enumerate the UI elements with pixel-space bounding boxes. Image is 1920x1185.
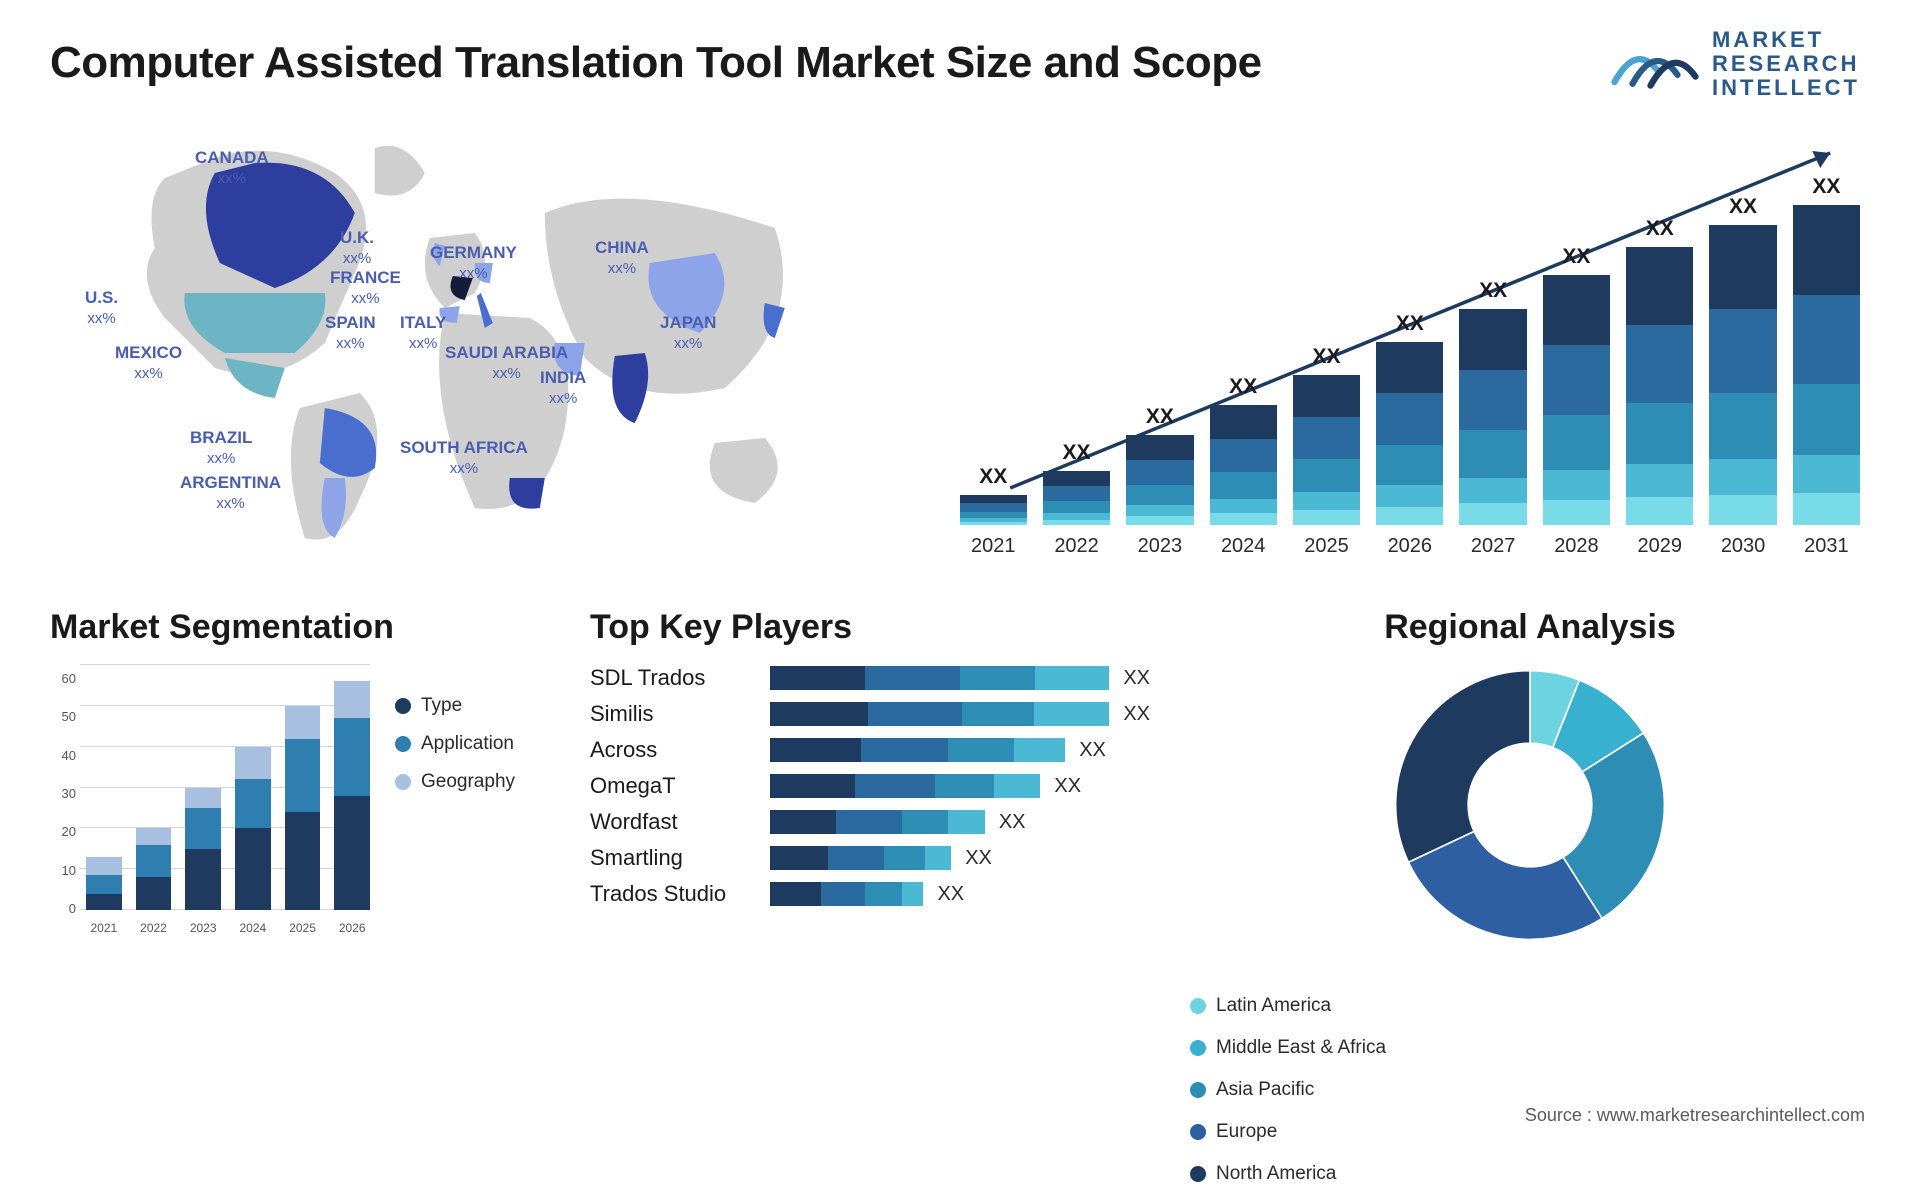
player-name: Wordfast xyxy=(590,809,750,835)
regional-panel: Regional Analysis Latin America Middle Ea… xyxy=(1190,608,1870,1185)
map-label-china: CHINAxx% xyxy=(595,238,649,279)
player-name: SDL Trados xyxy=(590,665,750,691)
player-value: XX xyxy=(999,811,1026,834)
growth-bar-year: 2021 xyxy=(971,535,1016,558)
growth-bar-2026: XX 2026 xyxy=(1376,312,1443,558)
player-row: SDL Trados XX xyxy=(590,665,1150,691)
player-row: Wordfast XX xyxy=(590,809,1150,835)
map-label-u.s.: U.S.xx% xyxy=(85,288,118,329)
logo-swoosh-icon xyxy=(1610,34,1700,94)
player-row: Across XX xyxy=(590,737,1150,763)
growth-bar-year: 2029 xyxy=(1638,535,1683,558)
segmentation-legend-item: Geography xyxy=(395,771,515,793)
brand-logo: MARKET RESEARCH INTELLECT xyxy=(1610,28,1860,101)
growth-bar-year: 2025 xyxy=(1304,535,1349,558)
segmentation-legend-item: Type xyxy=(395,695,515,717)
map-label-france: FRANCExx% xyxy=(330,268,401,309)
growth-bar-value: XX xyxy=(1479,279,1507,303)
map-label-u.k.: U.K.xx% xyxy=(340,228,374,269)
map-label-japan: JAPANxx% xyxy=(660,313,716,354)
growth-bar-2027: XX 2027 xyxy=(1459,279,1526,558)
regional-legend-item: Asia Pacific xyxy=(1190,1079,1870,1101)
player-name: Similis xyxy=(590,701,750,727)
player-row: Similis XX xyxy=(590,701,1150,727)
player-row: Smartling XX xyxy=(590,845,1150,871)
growth-bar-value: XX xyxy=(1396,312,1424,336)
growth-bar-value: XX xyxy=(1562,245,1590,269)
growth-bar-value: XX xyxy=(1229,375,1257,399)
regional-legend-item: Latin America xyxy=(1190,995,1870,1017)
world-map-icon xyxy=(50,118,900,558)
source-attribution: Source : www.marketresearchintellect.com xyxy=(1525,1105,1865,1126)
players-panel: Top Key Players SDL TradosXXSimilisXXAcr… xyxy=(590,608,1150,1185)
player-name: Trados Studio xyxy=(590,881,750,907)
map-label-canada: CANADAxx% xyxy=(195,148,269,189)
growth-bar-value: XX xyxy=(979,465,1007,489)
player-value: XX xyxy=(1123,667,1150,690)
map-label-india: INDIAxx% xyxy=(540,368,586,409)
page-title: Computer Assisted Translation Tool Marke… xyxy=(50,38,1870,88)
world-map-panel: CANADAxx% U.S.xx% MEXICOxx% BRAZILxx%ARGENT… xyxy=(50,118,900,558)
regional-legend: Latin America Middle East & Africa Asia Pa… xyxy=(1190,985,1870,1185)
growth-bar-year: 2027 xyxy=(1471,535,1516,558)
growth-bar-value: XX xyxy=(1063,441,1091,465)
growth-bar-year: 2023 xyxy=(1138,535,1183,558)
segmentation-legend-item: Application xyxy=(395,733,515,755)
player-value: XX xyxy=(1054,775,1081,798)
player-value: XX xyxy=(965,847,992,870)
player-value: XX xyxy=(1123,703,1150,726)
map-label-germany: GERMANYxx% xyxy=(430,243,517,284)
player-value: XX xyxy=(937,883,964,906)
segmentation-bar-chart: 6050403020100202120222023202420252026 xyxy=(50,665,370,935)
regional-title: Regional Analysis xyxy=(1190,608,1870,647)
growth-bar-value: XX xyxy=(1146,405,1174,429)
player-name: Smartling xyxy=(590,845,750,871)
map-label-argentina: ARGENTINAxx% xyxy=(180,473,281,514)
growth-bar-2030: XX 2030 xyxy=(1709,195,1776,558)
segmentation-legend: Type Application Geography xyxy=(395,665,515,935)
map-label-spain: SPAINxx% xyxy=(325,313,376,354)
player-name: OmegaT xyxy=(590,773,750,799)
player-value: XX xyxy=(1079,739,1106,762)
growth-bar-2021: XX 2021 xyxy=(960,465,1027,558)
growth-bar-year: 2030 xyxy=(1721,535,1766,558)
growth-bar-year: 2031 xyxy=(1804,535,1849,558)
growth-bar-value: XX xyxy=(1812,175,1840,199)
logo-text-2: RESEARCH xyxy=(1712,52,1860,76)
map-label-brazil: BRAZILxx% xyxy=(190,428,252,469)
map-label-mexico: MEXICOxx% xyxy=(115,343,182,384)
map-label-italy: ITALYxx% xyxy=(400,313,446,354)
growth-bar-2024: XX 2024 xyxy=(1210,375,1277,558)
growth-bar-2022: XX 2022 xyxy=(1043,441,1110,558)
regional-legend-item: Middle East & Africa xyxy=(1190,1037,1870,1059)
growth-bar-2031: XX 2031 xyxy=(1793,175,1860,558)
growth-bar-2028: XX 2028 xyxy=(1543,245,1610,558)
player-row: Trados Studio XX xyxy=(590,881,1150,907)
logo-text-1: MARKET xyxy=(1712,28,1860,52)
map-label-south-africa: SOUTH AFRICAxx% xyxy=(400,438,528,479)
players-title: Top Key Players xyxy=(590,608,1150,647)
player-row: OmegaT XX xyxy=(590,773,1150,799)
growth-bar-2025: XX 2025 xyxy=(1293,345,1360,558)
logo-text-3: INTELLECT xyxy=(1712,76,1860,100)
growth-bar-year: 2022 xyxy=(1054,535,1099,558)
growth-bar-chart: XX 2021 XX 2022 XX 2023 XX 2024 XX 2025 XX 2026 XX 20… xyxy=(950,118,1870,558)
regional-donut-chart xyxy=(1390,665,1670,945)
regional-legend-item: North America xyxy=(1190,1163,1870,1185)
segmentation-title: Market Segmentation xyxy=(50,608,550,647)
growth-bar-2023: XX 2023 xyxy=(1126,405,1193,558)
growth-bar-value: XX xyxy=(1312,345,1340,369)
growth-bar-year: 2026 xyxy=(1388,535,1433,558)
growth-bar-2029: XX 2029 xyxy=(1626,217,1693,558)
growth-bar-year: 2024 xyxy=(1221,535,1266,558)
segmentation-panel: Market Segmentation 60504030201002021202… xyxy=(50,608,550,1185)
player-name: Across xyxy=(590,737,750,763)
growth-bar-value: XX xyxy=(1646,217,1674,241)
growth-bar-year: 2028 xyxy=(1554,535,1599,558)
growth-bar-value: XX xyxy=(1729,195,1757,219)
